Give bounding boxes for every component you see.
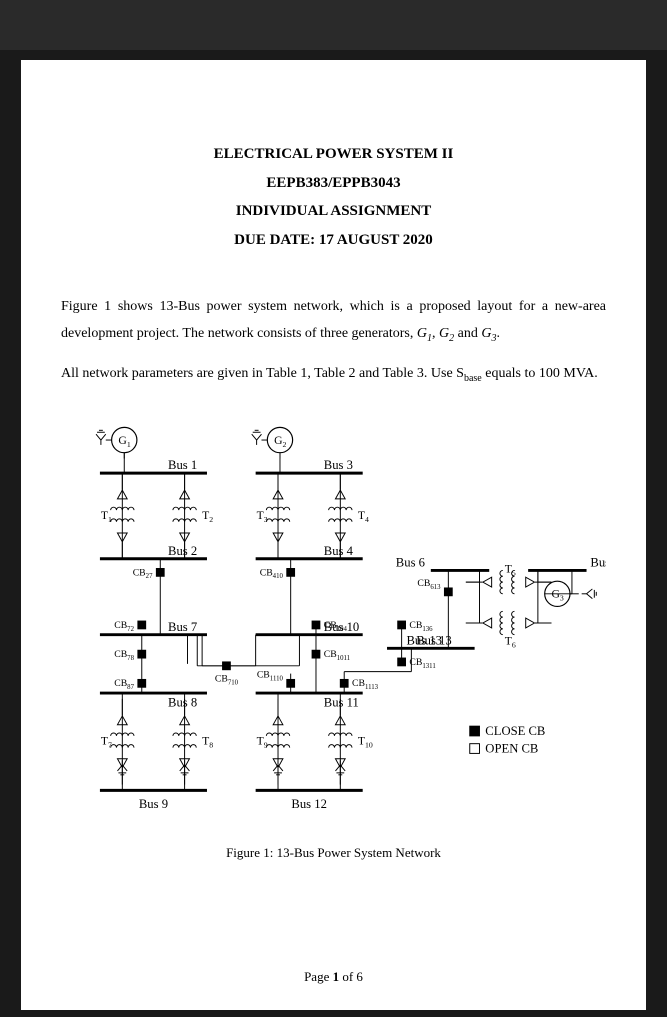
para1-text-a: Figure 1 shows 13-Bus power system netwo… [61, 299, 606, 341]
svg-text:CB72: CB72 [114, 620, 134, 633]
svg-text:CB1110: CB1110 [257, 670, 284, 683]
svg-text:CLOSE CB: CLOSE CB [485, 724, 545, 738]
svg-text:G2: G2 [274, 434, 286, 449]
para1-g3: G [481, 326, 491, 341]
svg-text:Bus 4: Bus 4 [324, 544, 354, 558]
viewer-topbar [0, 0, 667, 50]
svg-text:G3: G3 [552, 588, 564, 603]
svg-text:Bus 1: Bus 1 [168, 458, 197, 472]
svg-text:Bus 7: Bus 7 [168, 620, 197, 634]
svg-text:T7: T7 [101, 735, 112, 750]
svg-text:Bus 8: Bus 8 [168, 696, 197, 710]
header-line-1: ELECTRICAL POWER SYSTEM II [61, 140, 606, 169]
svg-text:CB87: CB87 [114, 678, 134, 691]
svg-text:CB1011: CB1011 [324, 649, 350, 662]
page-footer: Page 1 of 6 [21, 969, 646, 985]
svg-text:G1: G1 [118, 434, 130, 449]
svg-text:Bus 11: Bus 11 [324, 696, 359, 710]
power-system-diagram: Bus 1 Bus 3 Bus 2 Bus 4 Bus 6 Bus 5 Bus 7 Bus 1… [61, 418, 606, 828]
svg-text:Bus 2: Bus 2 [168, 544, 197, 558]
svg-text:CB710: CB710 [215, 674, 239, 687]
paragraph-2: All network parameters are given in Tabl… [61, 361, 606, 388]
svg-text:T9: T9 [257, 735, 268, 750]
svg-text:CB78: CB78 [114, 649, 134, 662]
svg-text:Bus 3: Bus 3 [324, 458, 353, 472]
para2-sub: base [464, 373, 482, 384]
svg-text:T8: T8 [202, 735, 213, 750]
svg-text:T6: T6 [505, 635, 516, 650]
para2-text-b: equals to 100 MVA. [482, 366, 598, 381]
svg-text:CB1311: CB1311 [409, 657, 435, 670]
svg-text:Bus 5: Bus 5 [590, 556, 606, 570]
svg-text:Bus 12: Bus 12 [291, 797, 326, 811]
para1-text-d: . [496, 326, 500, 341]
para1-g1: G [417, 326, 427, 341]
svg-text:CB410: CB410 [260, 568, 284, 581]
svg-text:T4: T4 [358, 509, 369, 524]
svg-text:T2: T2 [202, 509, 213, 524]
header-line-2: EEPB383/EPPB3043 [61, 169, 606, 198]
svg-text:Bus 6: Bus 6 [396, 556, 425, 570]
document-page: ELECTRICAL POWER SYSTEM II EEPB383/EPPB3… [21, 60, 646, 1010]
figure-1: Bus 1 Bus 3 Bus 2 Bus 4 Bus 6 Bus 5 Bus 7 Bus 1… [61, 418, 606, 861]
para1-text-c: and [454, 326, 481, 341]
footer-a: Page [304, 969, 333, 984]
header-line-3: INDIVIDUAL ASSIGNMENT [61, 197, 606, 226]
figure-caption: Figure 1: 13-Bus Power System Network [61, 845, 606, 861]
para1-text-b: , [432, 326, 439, 341]
header-line-4: DUE DATE: 17 AUGUST 2020 [61, 226, 606, 255]
svg-text:CB27: CB27 [133, 568, 153, 581]
svg-text:CB613: CB613 [417, 578, 441, 591]
svg-text:CB136: CB136 [409, 620, 433, 633]
svg-text:T3: T3 [257, 509, 268, 524]
svg-text:T5: T5 [505, 563, 516, 578]
para2-text-a: All network parameters are given in Tabl… [61, 366, 464, 381]
svg-text:CB1113: CB1113 [352, 678, 379, 691]
svg-text:T10: T10 [358, 735, 373, 750]
svg-text:T1: T1 [101, 509, 112, 524]
document-header: ELECTRICAL POWER SYSTEM II EEPB383/EPPB3… [61, 140, 606, 254]
svg-text:Bus 13: Bus 13 [406, 634, 441, 648]
svg-text:Bus 9: Bus 9 [139, 797, 168, 811]
para1-g2: G [439, 326, 449, 341]
paragraph-1: Figure 1 shows 13-Bus power system netwo… [61, 294, 606, 347]
svg-text:OPEN CB: OPEN CB [485, 742, 538, 756]
footer-c: of 6 [339, 969, 363, 984]
